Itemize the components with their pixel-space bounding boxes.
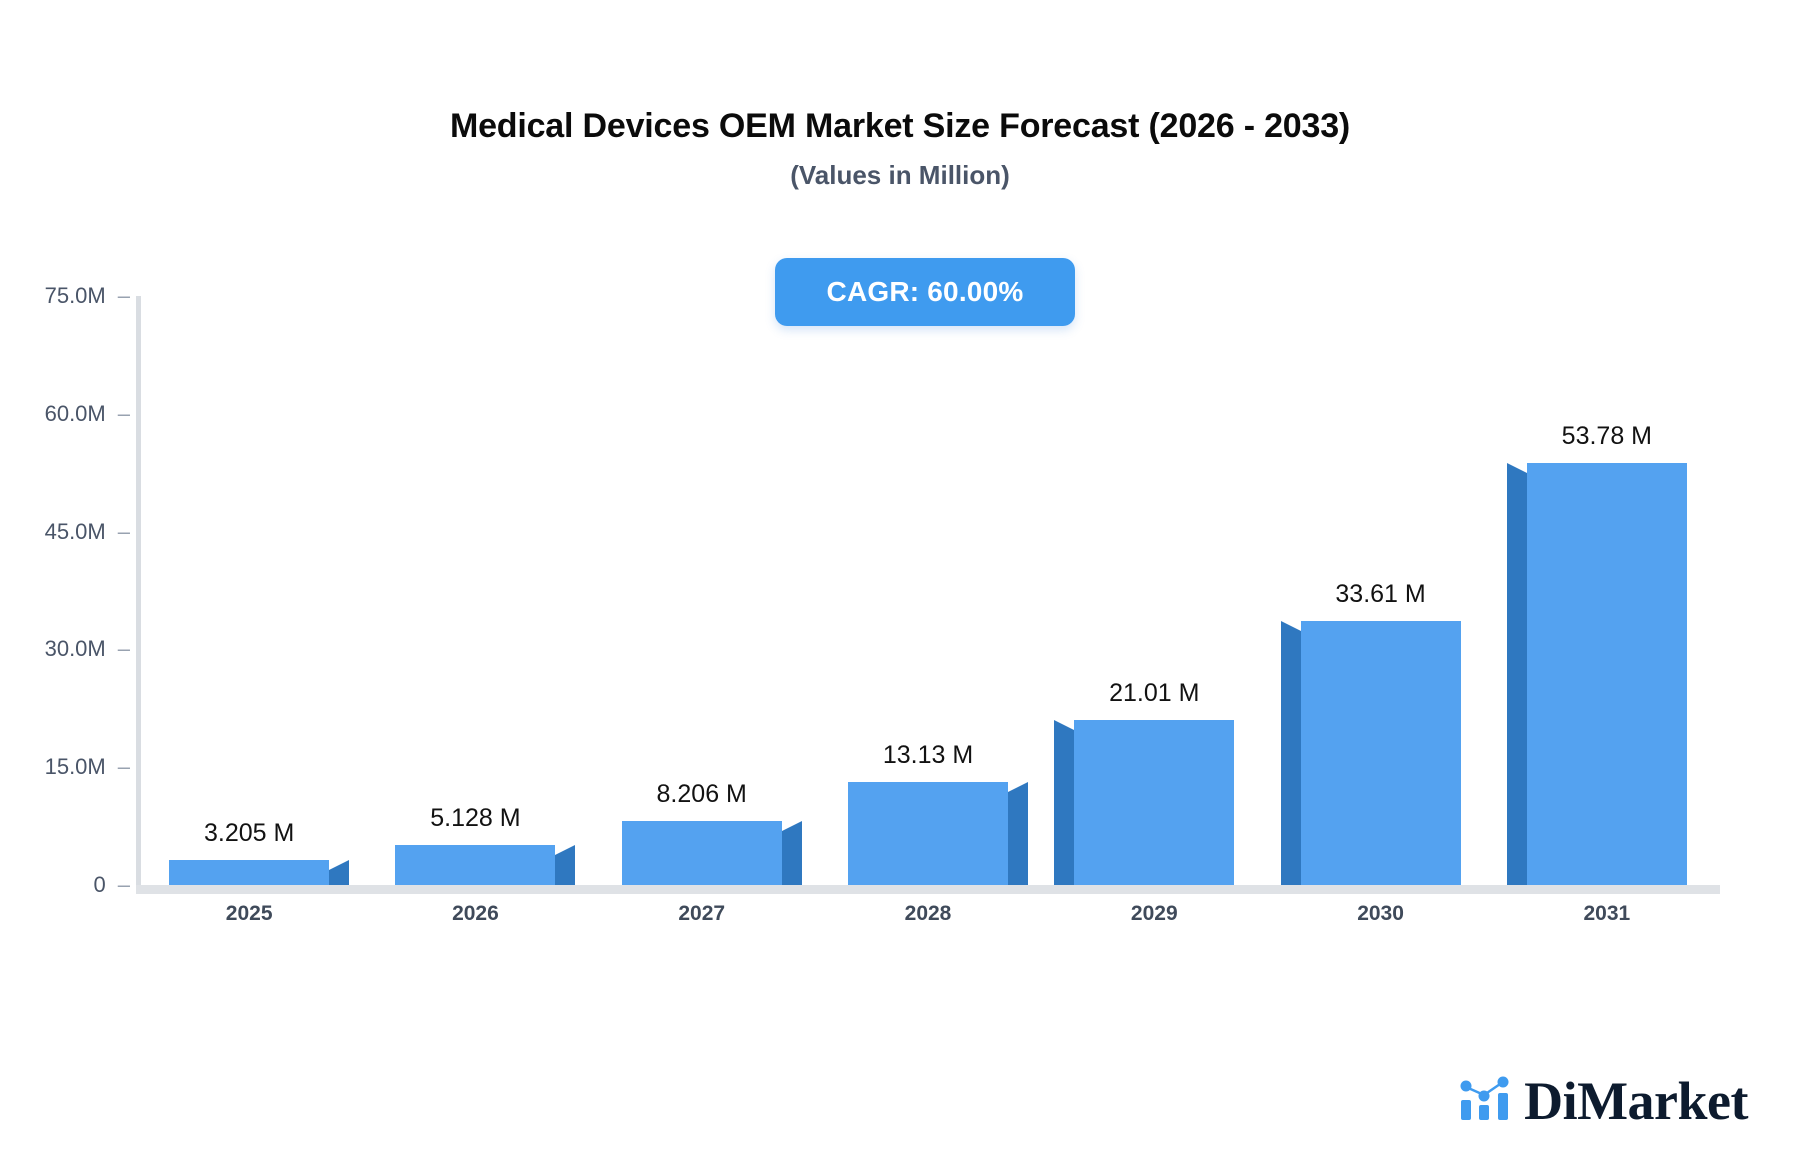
bar-top-face [781,820,802,831]
bar-chart-icon [1458,1073,1512,1128]
chart-title: Medical Devices OEM Market Size Forecast… [449,107,1351,145]
bar-value-label: 53.78 M [1561,421,1653,450]
title-block: Medical Devices OEM Market Size Forecast… [0,107,1800,191]
y-axis-tick-dash: – [117,754,130,780]
bar-top-face [555,844,576,855]
bar-side-face [1280,631,1301,885]
y-axis-tick-dash: – [117,636,130,662]
bar-value-label: 5.128 M [430,803,521,832]
plot-area: 0–15.0M –30.0M –45.0M –60.0M –75.0M – 3.205 M… [45,283,1720,897]
y-axis-tick: 30.0M – [0,636,130,662]
y-axis-tick-dash: – [117,518,130,544]
bar-front-face [621,820,782,885]
bar-top-face [1008,781,1028,792]
bar: 53.78 M [1506,296,1687,885]
y-axis-tick: 0– [0,872,131,898]
y-axis-tick: 45.0M – [0,519,130,545]
y-axis-tick-label: 45.0M [44,518,106,544]
y-axis-tick-label: 15.0M [44,754,106,780]
bar: 33.61 M [1280,296,1461,885]
bar: 5.128 M [395,296,576,885]
y-axis-tick-dash: – [117,283,130,308]
bar-front-face [1526,462,1687,885]
x-axis-tick-label: 2030 [1357,902,1404,925]
bar-value-label: 13.13 M [882,740,974,769]
logo-text: DiMarket [1524,1070,1748,1131]
y-axis-tick-label: 60.0M [44,400,106,426]
y-axis-tick-label: 0 [93,872,106,897]
bar-value-label: 33.61 M [1335,580,1426,609]
bar-top-face [1506,462,1527,473]
bar-side-face [1054,730,1075,885]
x-axis-tick-label: 2027 [678,902,726,925]
x-axis-tick-label: 2026 [452,902,499,925]
bar-front-face [1300,621,1461,885]
bar-front-face [848,781,1008,885]
bar-side-face [329,869,350,885]
bar: 13.13 M [848,296,1028,885]
bar-side-face [781,830,802,885]
chart-subtitle: (Values in Million) [790,160,1010,191]
x-axis-tick-label: 2031 [1583,902,1631,925]
bar-top-face [329,859,350,870]
x-axis-tick-label: 2028 [904,902,952,925]
bar-value-label: 21.01 M [1109,679,1200,708]
bar: 21.01 M [1054,296,1235,885]
y-axis-tick-dash: – [117,872,130,897]
bar-top-face [1280,621,1301,632]
y-axis-tick-dash: – [117,400,130,426]
cagr-badge-label: CAGR: 60.00% [826,276,1024,307]
y-axis-tick-label: 75.0M [44,283,106,308]
bar-top-face [1054,720,1075,731]
y-axis-tick: 60.0M – [0,401,130,427]
y-axis-tick: 15.0M – [0,754,130,780]
x-axis-tick-label: 2029 [1130,902,1178,925]
bar-front-face [395,844,556,885]
bar-front-face [169,859,330,885]
bar: 8.206 M [621,296,802,885]
cagr-badge: CAGR: 60.00% [775,258,1075,326]
bar: 3.205 M [169,296,350,885]
y-axis-tick-label: 30.0M [44,636,106,662]
dimarket-logo: DiMarket [1458,1073,1748,1128]
x-axis-tick-label: 2025 [225,902,273,925]
x-axis-line [136,885,1720,894]
bar-side-face [1008,791,1028,885]
bar-value-label: 8.206 M [656,779,747,808]
bar-value-label: 3.205 M [203,818,295,847]
bar-front-face [1074,720,1235,885]
bar-side-face [1506,472,1527,885]
y-axis-tick: 75.0M – [0,283,130,309]
y-axis-line [136,296,141,885]
bar-side-face [555,854,576,885]
